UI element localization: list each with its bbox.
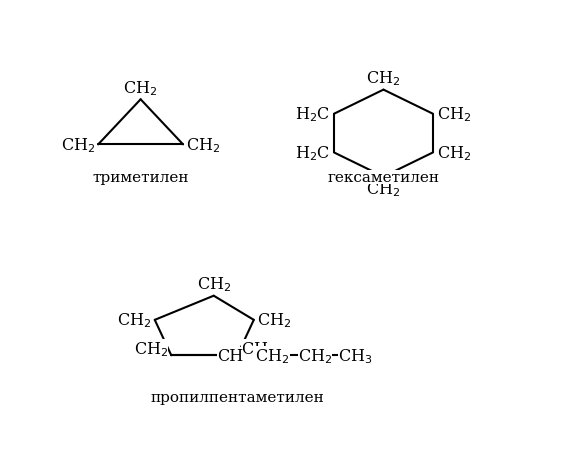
Text: CH$_2$: CH$_2$ [61, 136, 95, 154]
Text: CH$_2$: CH$_2$ [257, 311, 291, 330]
Text: CH$_2$: CH$_2$ [298, 346, 332, 365]
Text: гексаметилен: гексаметилен [328, 170, 439, 184]
Text: CH$_2$: CH$_2$ [124, 79, 158, 97]
Text: CH$_2$: CH$_2$ [134, 339, 168, 358]
Text: CH$_2$: CH$_2$ [186, 136, 221, 154]
Text: CH$_3$: CH$_3$ [338, 346, 372, 365]
Text: H$_2$C: H$_2$C [295, 105, 329, 124]
Text: CH$_2$: CH$_2$ [197, 275, 231, 293]
Text: CH$_2$: CH$_2$ [366, 180, 401, 198]
Text: H$_2$C: H$_2$C [295, 144, 329, 162]
Text: триметилен: триметилен [92, 170, 189, 184]
Text: пропилпентаметилен: пропилпентаметилен [150, 390, 324, 404]
Text: CH$_2$: CH$_2$ [117, 311, 151, 330]
Text: CH$_2$: CH$_2$ [255, 346, 290, 365]
Text: CH$_2$: CH$_2$ [240, 339, 275, 358]
Text: CH$_2$: CH$_2$ [437, 105, 472, 124]
Text: CH$_2$: CH$_2$ [366, 69, 401, 88]
Text: CH$_2$: CH$_2$ [437, 144, 472, 162]
Text: CH: CH [217, 347, 243, 364]
